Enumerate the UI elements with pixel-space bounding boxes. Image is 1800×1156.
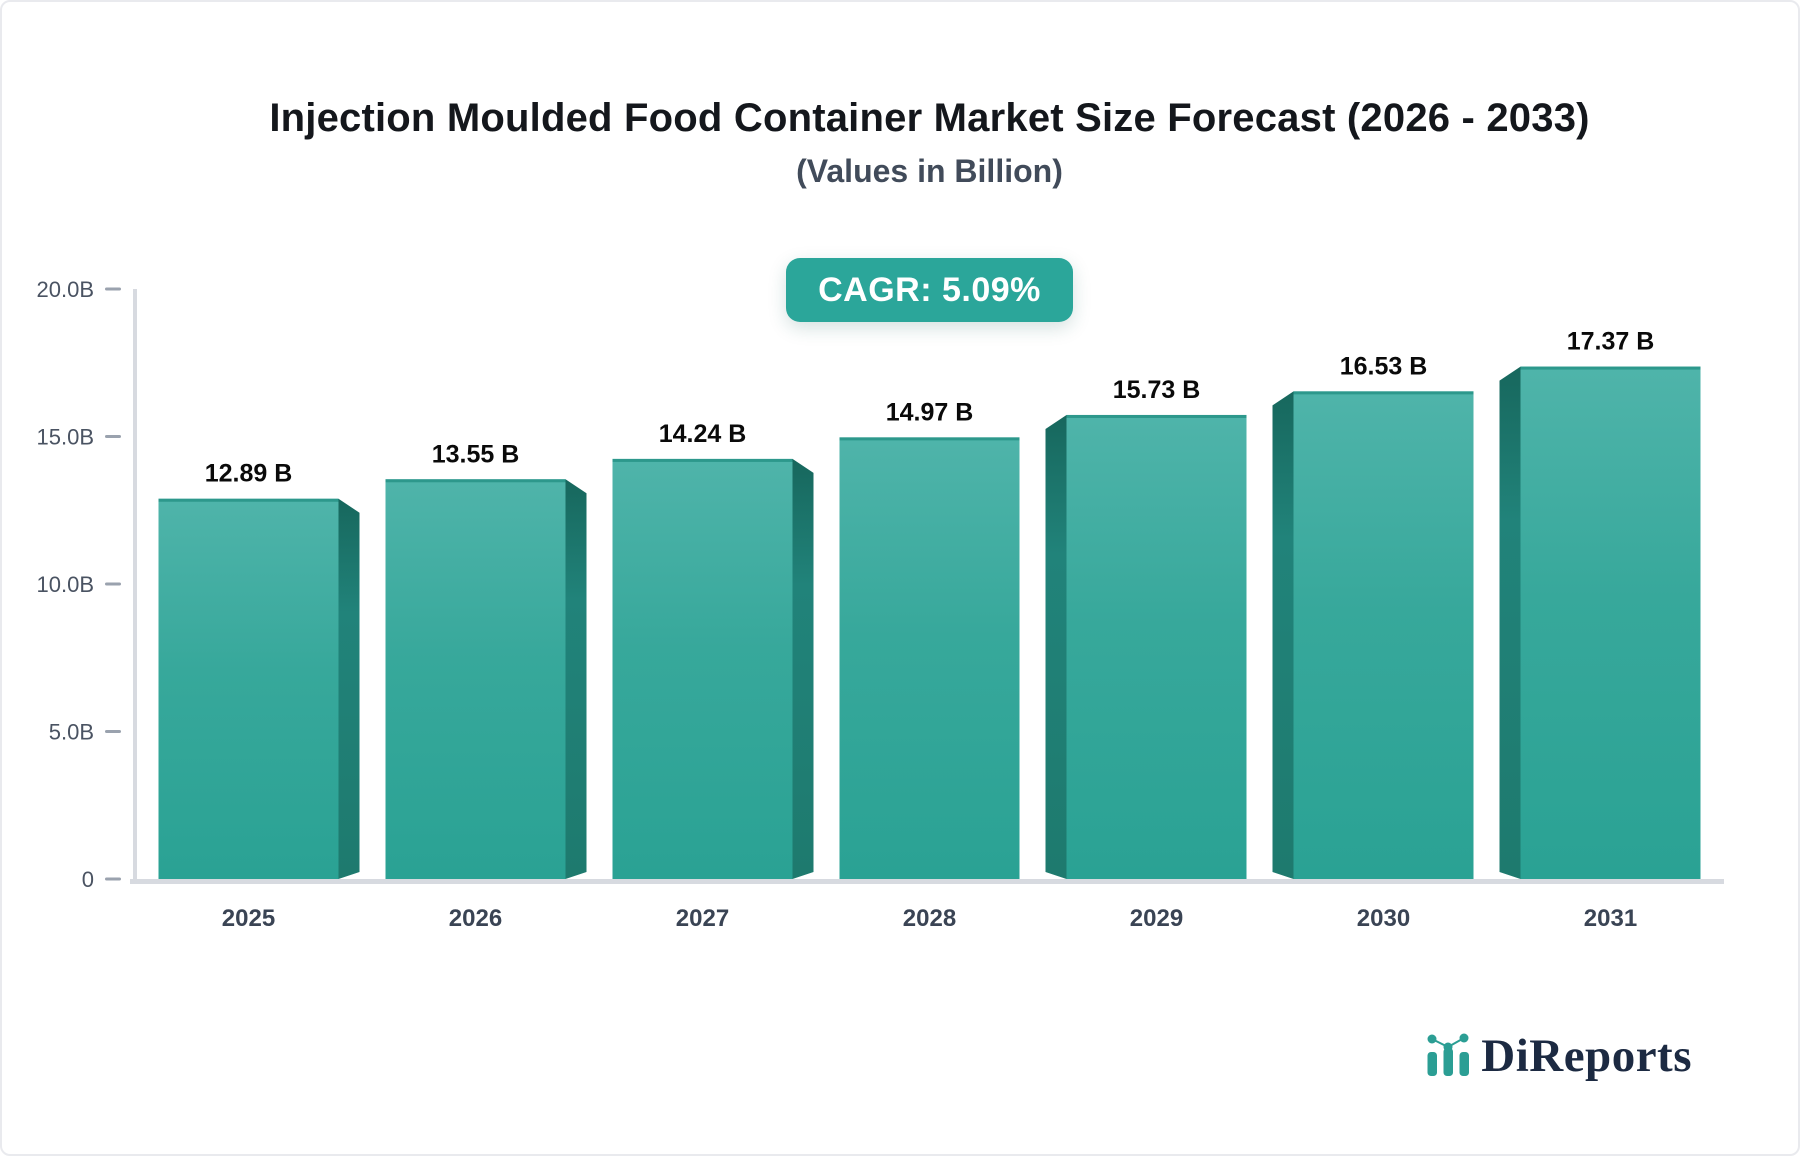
bar-2030: 16.53 B: [1272, 352, 1474, 879]
x-tick-label: 2025: [222, 905, 275, 932]
bar-side-face: [565, 479, 587, 879]
bar-top-edge: [839, 437, 1020, 441]
bar-front-face: [1293, 391, 1474, 879]
bar-value-label: 12.89 B: [205, 460, 293, 488]
bar-side-face: [338, 498, 360, 879]
bar-2031: 17.37 B: [1499, 328, 1701, 880]
x-tick-label: 2031: [1584, 905, 1637, 932]
bar-front-face: [612, 458, 793, 879]
bar-value-label: 16.53 B: [1340, 352, 1428, 380]
bar-value-label: 13.55 B: [432, 440, 520, 468]
bar-front-face: [158, 498, 339, 879]
y-tick: [105, 287, 121, 291]
bar-side-face: [792, 458, 814, 879]
x-tick-label: 2029: [1130, 905, 1183, 932]
chart-title: Injection Moulded Food Container Market …: [269, 96, 1590, 140]
x-axis: 2025 2026 2027 2028 2029 2030 2031: [222, 905, 1637, 932]
bar-front-face: [1520, 366, 1701, 880]
bars: 12.89 B 13.55 B 14.24 B 14.97 B 15.73 B 16.53…: [158, 328, 1701, 880]
bar-front-face: [839, 437, 1020, 879]
bar-value-label: 14.97 B: [886, 398, 974, 426]
bar-top-edge: [1066, 414, 1247, 418]
direports-logo-icon: [1427, 1033, 1470, 1076]
cagr-badge-row: CAGR: 5.09%: [135, 258, 1724, 322]
y-tick: [105, 877, 121, 881]
bar-front-face: [385, 479, 566, 879]
direports-logo: DiReports: [1426, 1032, 1692, 1080]
bar-2025: 12.89 B: [158, 460, 360, 879]
y-axis: 20.0B 15.0B 10.0B 5.0B 0: [37, 277, 121, 892]
bar-value-label: 14.24 B: [659, 420, 747, 448]
y-tick: [105, 582, 121, 586]
y-tick: [105, 435, 121, 438]
bar-top-edge: [158, 498, 339, 502]
y-tick-label: 0: [82, 867, 94, 892]
bar-side-face: [1499, 366, 1521, 880]
y-tick-label: 20.0B: [37, 277, 95, 302]
bar-value-label: 15.73 B: [1113, 376, 1201, 404]
bar-2026: 13.55 B: [385, 440, 587, 879]
bar-top-edge: [612, 458, 793, 462]
bar-side-face: [1045, 414, 1067, 879]
chart-subtitle: (Values in Billion): [796, 153, 1063, 189]
y-tick: [105, 730, 121, 733]
x-tick-label: 2028: [903, 905, 956, 932]
bar-2029: 15.73 B: [1045, 376, 1247, 879]
chart-header: Injection Moulded Food Container Market …: [135, 2, 1724, 189]
x-tick-label: 2030: [1357, 905, 1410, 932]
bar-top-edge: [1520, 366, 1701, 370]
bar-value-label: 17.37 B: [1567, 328, 1655, 356]
x-tick-label: 2026: [449, 905, 502, 932]
bar-side-face: [1272, 391, 1294, 879]
x-tick-label: 2027: [676, 905, 729, 932]
bar-top-edge: [385, 479, 566, 483]
bar-top-edge: [1293, 391, 1474, 395]
bar-2028: 14.97 B: [839, 398, 1020, 879]
x-axis-line: [130, 879, 1724, 884]
cagr-badge: CAGR: 5.09%: [786, 258, 1073, 322]
bar-front-face: [1066, 414, 1247, 879]
y-tick-label: 10.0B: [37, 572, 95, 597]
y-axis-line: [133, 289, 137, 883]
direports-logo-text: DiReports: [1481, 1030, 1692, 1082]
y-tick-label: 15.0B: [37, 425, 95, 450]
bar-2027: 14.24 B: [612, 420, 814, 879]
y-tick-label: 5.0B: [49, 720, 94, 745]
